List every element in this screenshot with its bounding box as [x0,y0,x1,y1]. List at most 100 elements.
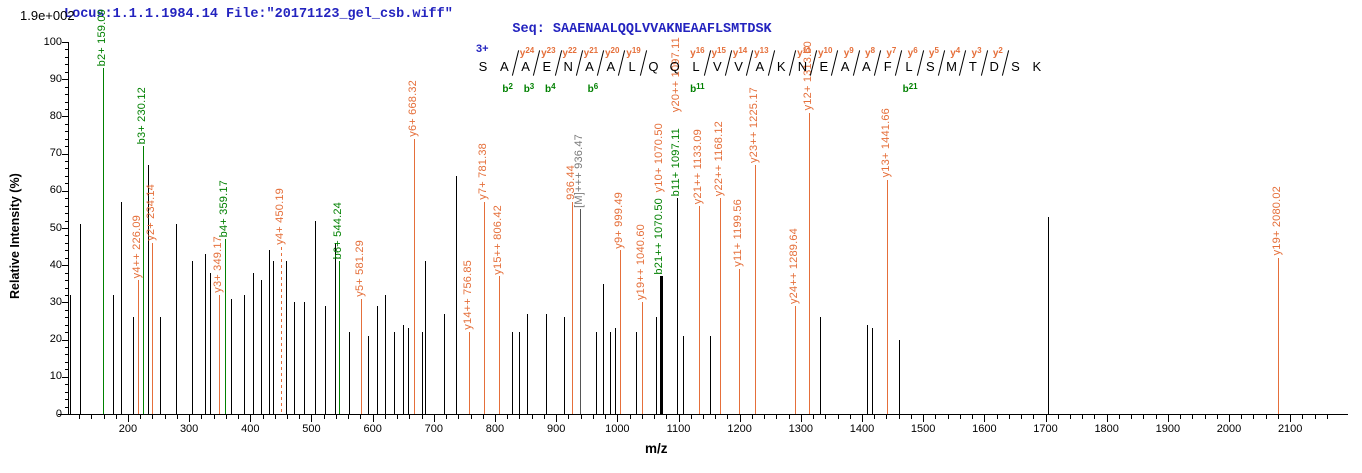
peak [160,317,162,414]
ladder-y-ion-base: y [711,48,718,59]
peak-label: y19+ 2080.02 [1270,186,1283,256]
x-tick-label: 1800 [1094,423,1119,435]
peak [260,280,262,414]
peak [414,138,416,414]
peak [595,332,597,414]
ladder-y-ion-number: 22 [567,46,577,55]
ladder-b-ion-number: 2 [508,82,513,91]
x-tick [348,415,350,419]
peak [655,317,657,414]
peak [739,268,741,414]
peak [620,250,622,414]
peak [281,246,282,414]
y-tick [65,198,68,200]
y-tick [65,94,68,96]
ladder-y-ion: y4 [938,43,960,61]
ladder-y-ion-number: 21 [589,46,599,55]
y-tick [65,235,68,237]
y-tick [62,116,68,118]
residue-letter: L [628,59,636,74]
peak [866,324,868,414]
y-tick [65,71,68,73]
ladder-y-ion-base: y [541,48,547,59]
residue-letter: M [946,59,958,74]
peak [315,220,317,414]
y-tick-label: 50 [49,221,62,234]
x-tick [433,415,435,422]
residue-letter: V [734,59,743,74]
peak [564,317,566,414]
peak [642,302,644,414]
x-tick [372,415,374,422]
ladder-b-ion: b21 [896,79,918,97]
peak [151,242,153,414]
x-tick [617,415,619,422]
x-tick [482,415,484,419]
x-tick [152,415,154,419]
ladder-y-ion-number: 10 [823,46,833,55]
ladder-y-ion-number: 7 [891,46,897,55]
y-tick [65,138,68,140]
x-tick [494,415,496,422]
x-tick [1253,415,1255,419]
peak-label: b6+ 544.24 [331,202,344,260]
peak [518,332,520,414]
peak [244,294,246,414]
ladder-y-ion-number: 19 [631,46,641,55]
x-tick [1277,415,1279,419]
x-tick [702,415,704,419]
x-tick-label: 300 [179,423,199,435]
ladder-y-ion-base: y [797,48,803,59]
y-tick [65,280,68,282]
residue-letter: V [712,59,722,74]
y-tick [62,190,68,192]
peak [120,201,122,414]
peak-label: y11+ 1199.56 [732,199,745,267]
ladder-y-ion-number: 24 [525,46,535,55]
x-tick [1326,415,1328,419]
y-tick [65,347,68,349]
peak [898,339,900,414]
peak [102,68,104,414]
x-tick-label: 900 [546,423,566,435]
x-tick [1033,415,1035,419]
peak [338,261,340,414]
sequence-header: Seq: SAAENAALQQLVVAKNEAAFLSMTDSK [480,7,771,52]
ladder-y-ion: y24 [512,43,534,61]
x-tick [1045,415,1047,422]
ladder-y-ion: y6 [896,43,918,61]
x-tick-label: 1900 [1155,423,1181,435]
ladder-b-ion: b4 [534,79,556,97]
x-tick [751,415,753,419]
peak [887,179,889,414]
residue-letter: E [542,59,552,74]
y-axis-line [68,42,69,415]
y-tick [65,123,68,125]
peak-label: y14++ 756.85 [461,260,474,331]
x-tick-label: 500 [302,423,321,435]
x-tick-label: 1100 [666,423,691,435]
peak [602,283,604,414]
x-tick [972,415,974,419]
x-tick [641,415,643,419]
peak [609,332,611,414]
y-tick [65,86,68,88]
ladder-y-ion-number: 15 [717,46,726,55]
ladder-y-ion: y16 [683,43,704,61]
x-tick [800,415,802,422]
peak [636,332,638,414]
residue-letter: D [989,59,999,74]
peak [385,294,387,414]
peak-label: y21++ 1133.09 [691,128,704,204]
peak-label: y9+ 999.49 [613,191,626,249]
y-tick [65,369,68,371]
peak [498,276,500,414]
residue-letter: A [840,59,850,74]
y-tick [65,361,68,363]
peak-label: y2+ 234.14 [144,184,157,241]
x-tick [335,415,337,419]
y-tick [65,161,68,163]
ladder-b-ion-base: b [502,84,509,95]
x-tick [996,415,998,419]
x-tick [164,415,166,419]
